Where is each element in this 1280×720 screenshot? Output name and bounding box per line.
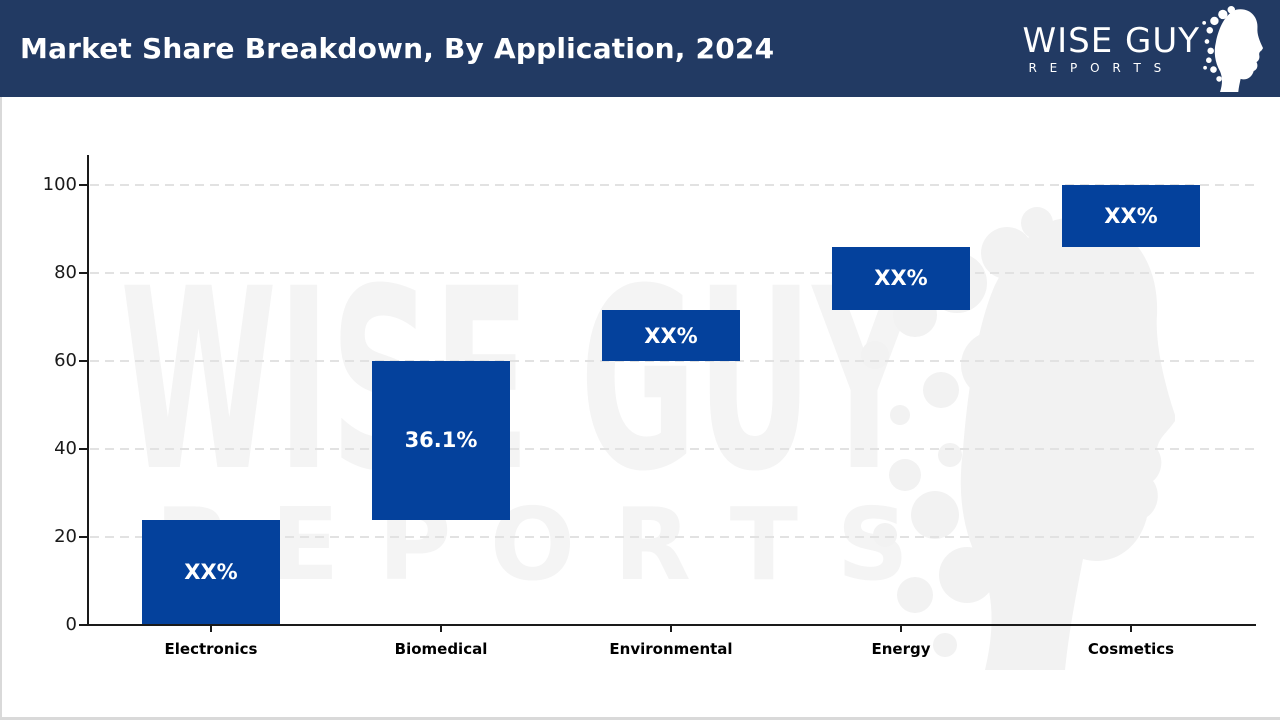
dotted-head-icon xyxy=(1202,6,1264,92)
page-border-left xyxy=(0,97,2,720)
header-bar: Market Share Breakdown, By Application, … xyxy=(0,0,1280,97)
y-tick-100 xyxy=(79,184,87,186)
y-tick-40 xyxy=(79,448,87,450)
y-tick-label-40: 40 xyxy=(54,438,77,459)
bar-value-label: XX% xyxy=(874,266,928,291)
gridline-100 xyxy=(90,184,1256,186)
x-tick-biomedical xyxy=(440,626,442,632)
y-tick-60 xyxy=(79,360,87,362)
bar-value-label: XX% xyxy=(644,323,698,348)
y-tick-label-80: 80 xyxy=(54,262,77,283)
chart-canvas: WISE GUY R E P O R T S 0 20 40 60 80 100 XX% El… xyxy=(0,97,1280,720)
bar-biomedical: 36.1% xyxy=(372,361,510,520)
y-tick-label-0: 0 xyxy=(65,614,77,635)
category-label-cosmetics: Cosmetics xyxy=(1087,640,1175,658)
y-tick-80 xyxy=(79,272,87,274)
gridline-40 xyxy=(90,448,1256,450)
bar-cosmetics: XX% xyxy=(1062,185,1200,247)
bar-value-label: 36.1% xyxy=(404,428,478,453)
bar-energy: XX% xyxy=(832,246,970,311)
y-tick-label-100: 100 xyxy=(42,174,77,195)
logo-text: WISE GUY R E P O R T S xyxy=(1022,23,1200,75)
y-axis-line xyxy=(87,155,89,626)
x-tick-cosmetics xyxy=(1130,626,1132,632)
watermark-head-icon xyxy=(857,191,1175,670)
page-border-bottom xyxy=(0,717,1280,720)
gridline-60 xyxy=(90,360,1256,362)
x-tick-energy xyxy=(900,626,902,632)
x-axis-line xyxy=(87,624,1256,626)
y-tick-label-20: 20 xyxy=(54,526,77,547)
watermark-wordmark: WISE GUY xyxy=(120,235,916,526)
bar-value-label: XX% xyxy=(184,560,238,585)
y-tick-label-60: 60 xyxy=(54,350,77,371)
y-tick-0 xyxy=(79,624,87,626)
y-tick-20 xyxy=(79,536,87,538)
category-label-biomedical: Biomedical xyxy=(394,640,488,658)
logo-wordmark: WISE GUY xyxy=(1022,21,1200,61)
category-label-energy: Energy xyxy=(871,640,931,658)
brand-logo: WISE GUY R E P O R T S xyxy=(1022,4,1268,94)
chart-title: Market Share Breakdown, By Application, … xyxy=(20,32,775,65)
category-label-electronics: Electronics xyxy=(164,640,258,658)
logo-tagline: R E P O R T S xyxy=(1028,61,1166,75)
gridline-20 xyxy=(90,536,1256,538)
gridline-80 xyxy=(90,272,1256,274)
watermark-tagline: R E P O R T S xyxy=(155,486,911,603)
bar-environmental: XX% xyxy=(602,310,740,361)
x-tick-environmental xyxy=(670,626,672,632)
bar-value-label: XX% xyxy=(1104,203,1158,228)
category-label-environmental: Environmental xyxy=(609,640,733,658)
x-tick-electronics xyxy=(210,626,212,632)
bar-electronics: XX% xyxy=(142,519,280,625)
